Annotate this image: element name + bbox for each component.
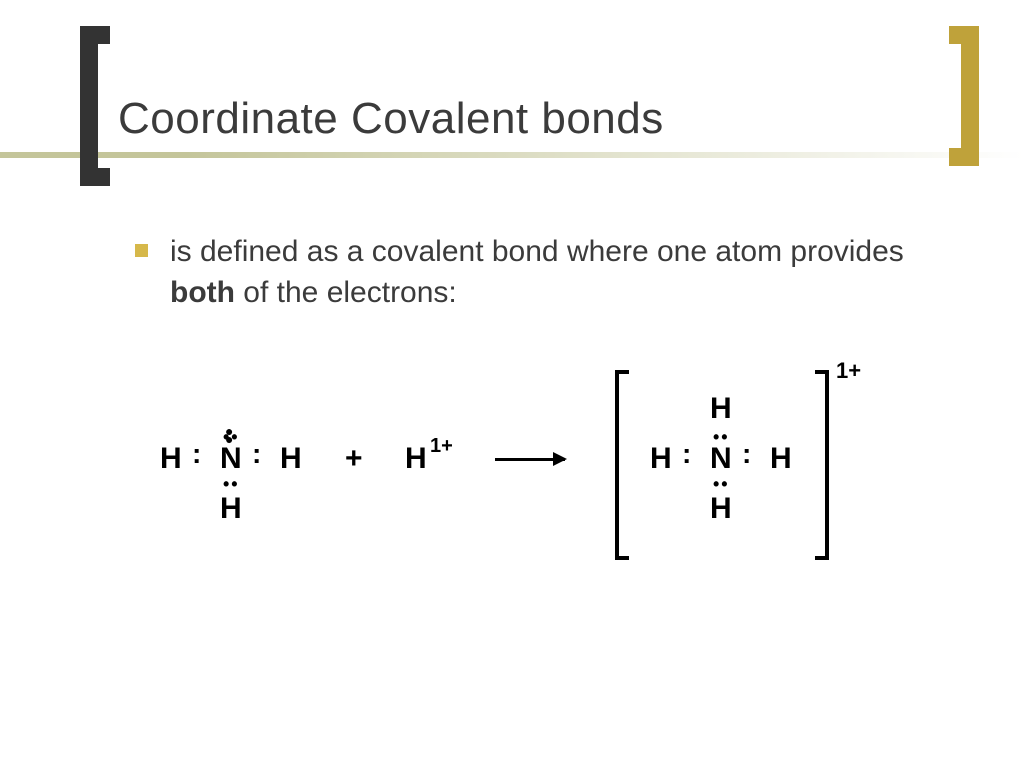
product-bond-dots-top: •• bbox=[713, 427, 730, 448]
atom-h-bottom: H bbox=[220, 492, 242, 526]
bond-dots-right: : bbox=[252, 440, 255, 468]
product-atom-h-right: H bbox=[770, 442, 792, 476]
slide-body: is defined as a covalent bond where one … bbox=[135, 232, 964, 313]
atom-h-left: H bbox=[160, 442, 182, 476]
product-bond-dots-left: : bbox=[682, 440, 685, 468]
product-charge-1plus: 1+ bbox=[836, 358, 861, 384]
atom-h-cation: H bbox=[405, 442, 427, 476]
slide-title: Coordinate Covalent bonds bbox=[118, 94, 664, 144]
product-bracket-right-icon bbox=[815, 370, 829, 560]
product-atom-h-top: H bbox=[710, 392, 732, 426]
bullet-bold: both bbox=[170, 276, 235, 309]
header-right-bracket-icon bbox=[949, 26, 979, 166]
header-left-bracket-icon bbox=[80, 26, 110, 186]
charge-1plus-reactant: 1+ bbox=[430, 435, 453, 458]
product-atom-h-bottom: H bbox=[710, 492, 732, 526]
plus-sign: + bbox=[345, 442, 363, 476]
slide-header: Coordinate Covalent bonds bbox=[0, 26, 1024, 186]
bullet-text: is defined as a covalent bond where one … bbox=[170, 232, 964, 313]
product-bond-dots-right: : bbox=[742, 440, 745, 468]
product-atom-h-left: H bbox=[650, 442, 672, 476]
chemical-equation: H : N : H ●● •• •• H + H 1+ H : N : H ••… bbox=[120, 360, 920, 620]
product-bracket-left-icon bbox=[615, 370, 629, 560]
bullet-square-icon bbox=[135, 244, 148, 257]
lone-pair-dots-top: •• bbox=[223, 427, 240, 448]
bullet-prefix: is defined as a covalent bond where one … bbox=[170, 235, 904, 268]
atom-h-right: H bbox=[280, 442, 302, 476]
reaction-arrow-icon bbox=[495, 458, 565, 461]
bullet-item: is defined as a covalent bond where one … bbox=[135, 232, 964, 313]
bond-dots-left: : bbox=[192, 440, 195, 468]
header-underline bbox=[0, 152, 1024, 158]
bullet-suffix: of the electrons: bbox=[235, 276, 457, 309]
